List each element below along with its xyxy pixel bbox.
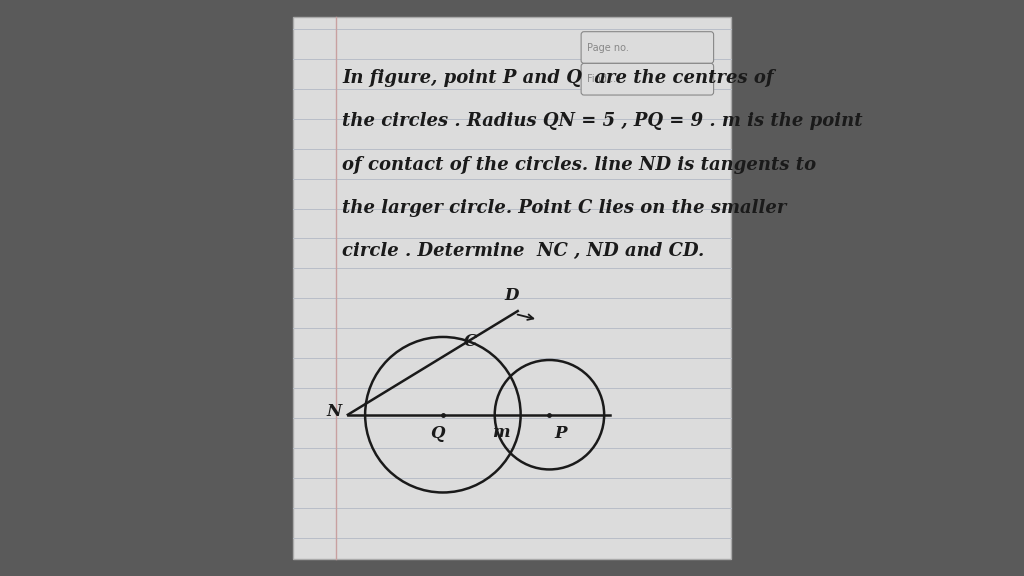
Text: N: N <box>327 403 342 420</box>
Text: P: P <box>555 425 567 442</box>
Text: Q: Q <box>430 425 444 442</box>
FancyBboxPatch shape <box>293 17 731 559</box>
Text: Find ...: Find ... <box>587 74 618 84</box>
Text: circle . Determine  NC , ND and CD.: circle . Determine NC , ND and CD. <box>342 242 705 260</box>
Text: In figure, point P and Q  are the centres of: In figure, point P and Q are the centres… <box>342 69 774 87</box>
Text: the larger circle. Point C lies on the smaller: the larger circle. Point C lies on the s… <box>342 199 786 217</box>
Text: C: C <box>464 332 477 350</box>
FancyBboxPatch shape <box>582 32 714 63</box>
FancyBboxPatch shape <box>582 63 714 95</box>
Text: of contact of the circles. line ND is tangents to: of contact of the circles. line ND is ta… <box>342 156 816 173</box>
Text: the circles . Radius QN = 5 , PQ = 9 . m is the point: the circles . Radius QN = 5 , PQ = 9 . m… <box>342 112 862 130</box>
Text: m: m <box>492 424 509 441</box>
Text: D: D <box>505 286 519 304</box>
Text: Page no.: Page no. <box>587 43 629 52</box>
